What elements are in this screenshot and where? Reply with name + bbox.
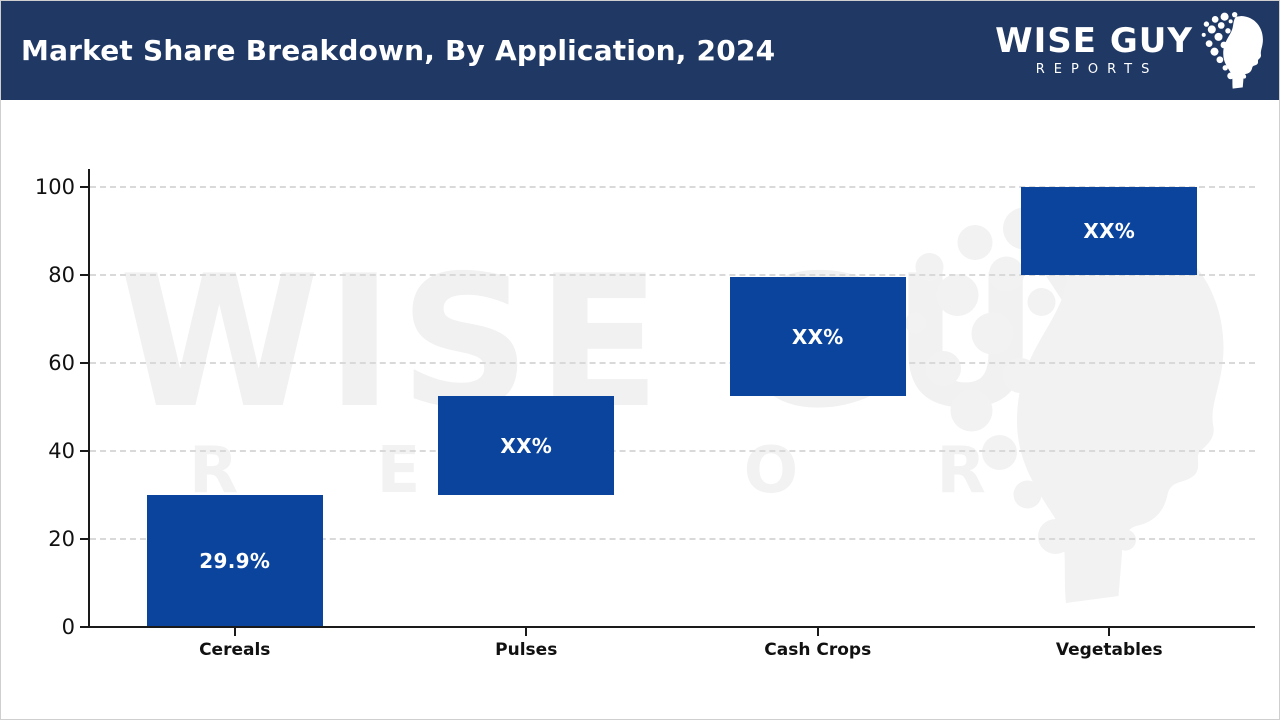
y-tick-0 — [80, 626, 88, 628]
gridline-100 — [90, 186, 1255, 188]
bar-value-label: XX% — [1083, 219, 1136, 243]
y-tick-20 — [80, 538, 88, 540]
x-tick-3 — [816, 628, 819, 636]
bar-vegetables: XX% — [1021, 187, 1198, 275]
bar-value-label: XX% — [791, 324, 844, 349]
y-tick-80 — [80, 274, 88, 276]
y-tick-label-80: 80 — [48, 263, 75, 287]
gridline-40 — [90, 450, 1255, 452]
y-tick-40 — [80, 450, 88, 452]
y-axis-line — [88, 169, 90, 628]
bar-value-label: XX% — [500, 433, 553, 458]
y-tick-100 — [80, 186, 88, 188]
category-label-cereals: Cereals — [199, 640, 271, 660]
category-label-cash-crops: Cash Crops — [764, 640, 872, 660]
y-tick-label-0: 0 — [61, 615, 75, 639]
page-title: Market Share Breakdown, By Application, … — [21, 34, 776, 67]
category-label-pulses: Pulses — [495, 640, 558, 660]
gridline-20 — [90, 538, 1255, 540]
x-tick-2 — [525, 628, 528, 636]
category-label-vegetables: Vegetables — [1055, 640, 1163, 660]
logo-text: WISE GUY REPORTS — [995, 24, 1193, 77]
y-tick-label-40: 40 — [48, 439, 75, 463]
bar-cereals: 29.9% — [146, 495, 323, 627]
x-tick-4 — [1108, 628, 1111, 636]
dotted-face-profile-icon — [1201, 11, 1263, 89]
y-tick-60 — [80, 362, 88, 364]
x-axis-line — [88, 626, 1255, 628]
logo-wordmark: WISE GUY — [995, 21, 1193, 61]
wise-guy-reports-logo: WISE GUY REPORTS — [995, 8, 1271, 94]
bar-value-label: 29.9% — [199, 549, 271, 574]
report-header: Market Share Breakdown, By Application, … — [1, 1, 1279, 100]
x-tick-1 — [233, 628, 236, 636]
y-tick-label-20: 20 — [48, 527, 75, 551]
y-tick-label-100: 100 — [34, 175, 75, 199]
bar-cash-crops: XX% — [729, 277, 906, 396]
gridline-80 — [90, 274, 1255, 276]
y-tick-label-60: 60 — [48, 351, 75, 375]
gridline-60 — [90, 362, 1255, 364]
logo-subtext: REPORTS — [1035, 62, 1159, 77]
bar-pulses: XX% — [438, 396, 615, 495]
